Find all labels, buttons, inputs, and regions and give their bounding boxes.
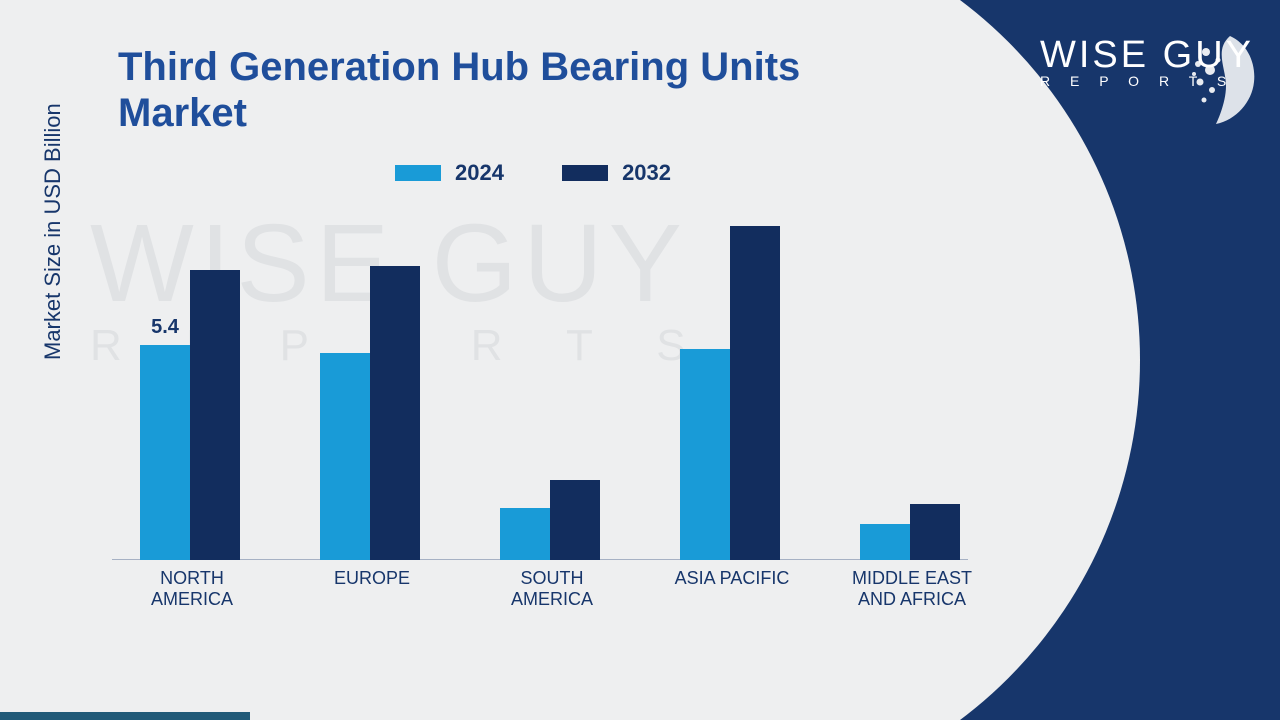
y-axis-label: Market Size in USD Billion	[40, 103, 66, 360]
legend: 2024 2032	[98, 160, 968, 187]
bar-2024	[320, 353, 370, 560]
legend-swatch-2024	[395, 165, 441, 181]
category-label: SOUTH AMERICA	[482, 560, 622, 609]
category-label: ASIA PACIFIC	[662, 560, 802, 589]
logo-line1: WISE GUY	[1040, 34, 1254, 77]
logo-line2: R E P O R T S	[1040, 73, 1254, 89]
legend-label-2024: 2024	[455, 160, 504, 186]
bar-value-label: 5.4	[140, 316, 190, 339]
bar-2024	[860, 524, 910, 560]
category-label: MIDDLE EAST AND AFRICA	[842, 560, 982, 609]
legend-label-2032: 2032	[622, 160, 671, 186]
bar-2032	[550, 480, 600, 560]
legend-item-2032: 2032	[562, 160, 671, 186]
bar-2032	[730, 226, 780, 560]
page-title: Third Generation Hub Bearing Units Marke…	[118, 44, 878, 136]
bar-2024	[500, 508, 550, 560]
legend-item-2024: 2024	[395, 160, 504, 186]
bar-2024	[680, 349, 730, 560]
plot-area: 5.4NORTH AMERICAEUROPESOUTH AMERICAASIA …	[112, 202, 968, 560]
bar-2032	[190, 270, 240, 560]
legend-swatch-2032	[562, 165, 608, 181]
bar-chart: Market Size in USD Billion 2024 2032 5.4…	[98, 160, 968, 590]
stage: WISE GUY R E P O R T S Third Generation …	[0, 0, 1280, 720]
category-label: NORTH AMERICA	[122, 560, 262, 609]
bar-2032	[370, 266, 420, 560]
bottom-accent-bar	[0, 712, 250, 720]
logo-text: WISE GUY R E P O R T S	[1040, 34, 1254, 89]
category-label: EUROPE	[302, 560, 442, 589]
bar-2024	[140, 345, 190, 560]
bar-2032	[910, 504, 960, 560]
